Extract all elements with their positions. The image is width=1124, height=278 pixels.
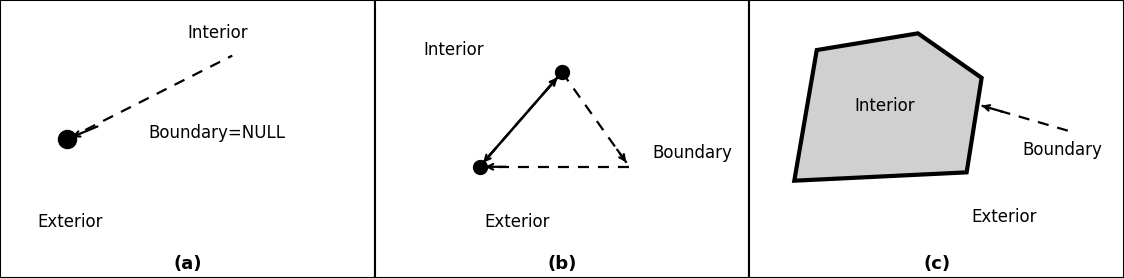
Text: (c): (c) (923, 255, 950, 273)
Text: Boundary: Boundary (1023, 141, 1103, 159)
Text: Interior: Interior (854, 97, 915, 115)
Text: (a): (a) (173, 255, 201, 273)
Text: Exterior: Exterior (484, 214, 550, 231)
Text: Boundary=NULL: Boundary=NULL (148, 125, 285, 142)
Text: Boundary: Boundary (652, 144, 732, 162)
Text: Interior: Interior (424, 41, 484, 59)
Text: Interior: Interior (187, 24, 247, 42)
Text: (b): (b) (547, 255, 577, 273)
Polygon shape (795, 33, 981, 181)
Text: Exterior: Exterior (37, 214, 103, 231)
Text: Exterior: Exterior (971, 208, 1036, 226)
